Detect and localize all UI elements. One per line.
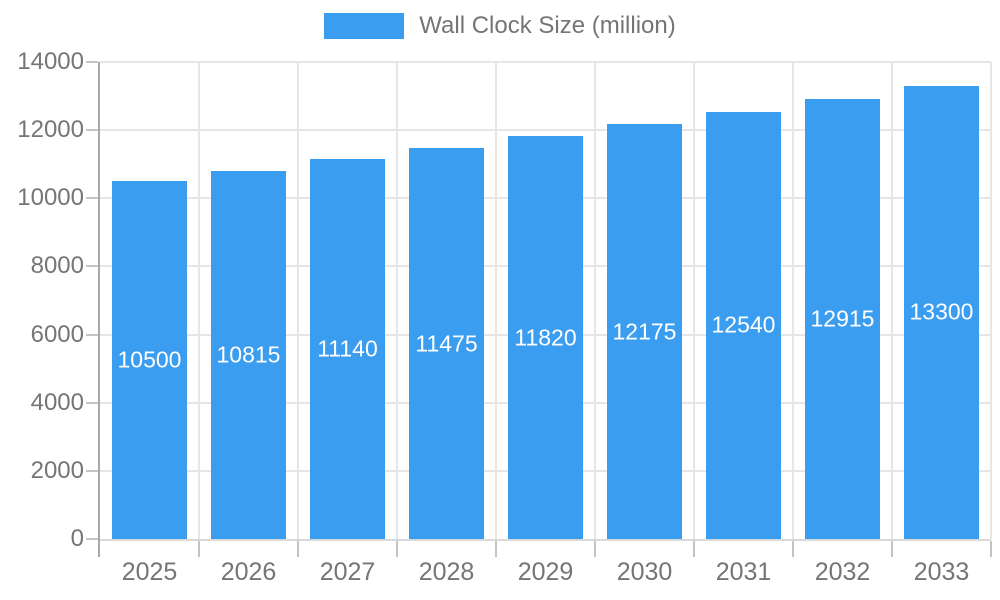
x-axis-tick	[494, 541, 497, 557]
bar-value-label: 11820	[514, 324, 577, 351]
x-axis-category-label: 2026	[220, 558, 277, 586]
gridline-vertical	[594, 62, 596, 539]
bar-slot: 12175	[595, 62, 694, 539]
x-axis-category-label: 2028	[418, 558, 475, 586]
y-axis-tick-label: 6000	[30, 320, 84, 348]
bar-value-label: 11140	[317, 335, 378, 362]
bar-value-label: 13300	[909, 298, 974, 325]
x-axis-category-label: 2030	[616, 558, 673, 586]
x-axis-category-label: 2025	[121, 558, 178, 586]
bar[interactable]: 12915	[805, 98, 880, 539]
bar-slot: 10815	[199, 62, 298, 539]
x-axis-tick	[990, 541, 992, 557]
x-axis-category-label: 2033	[913, 558, 970, 586]
x-axis-category-label: 2031	[715, 558, 772, 586]
gridline-vertical	[890, 62, 893, 539]
bar[interactable]: 10500	[112, 181, 187, 539]
bar-value-label: 10500	[117, 346, 182, 373]
bar[interactable]: 12175	[607, 124, 682, 539]
bar-slot: 11140	[298, 62, 397, 539]
y-axis-tick-label: 10000	[17, 184, 84, 212]
y-axis-tick-label: 14000	[17, 48, 84, 75]
x-axis-tick	[792, 541, 794, 557]
bar-value-label: 12540	[711, 311, 776, 338]
bar-slot: 11475	[397, 62, 496, 539]
x-axis-line	[100, 539, 991, 541]
plot-area: 0 2000 4000 6000 8000 10000 12000 14000 10500 108…	[17, 48, 992, 557]
bar-value-label: 12915	[810, 305, 875, 332]
y-axis-line	[98, 62, 100, 557]
gridline-vertical	[792, 62, 794, 539]
x-axis-category-label: 2032	[814, 558, 871, 586]
gridline-vertical	[197, 62, 200, 539]
bar[interactable]: 10815	[211, 170, 286, 539]
y-axis-tick-label: 0	[70, 525, 84, 552]
gridline-vertical	[296, 62, 299, 539]
y-axis-tick	[86, 129, 98, 132]
legend[interactable]: Wall Clock Size (million)	[0, 13, 1000, 39]
y-axis-tick	[86, 61, 98, 63]
bar-value-label: 12175	[612, 318, 677, 345]
y-axis-tick-label: 12000	[17, 116, 84, 144]
x-axis-category-label: 2027	[319, 558, 376, 586]
x-axis-tick	[296, 541, 299, 557]
y-axis-tick	[86, 469, 98, 472]
bar-slot: 11820	[496, 62, 595, 539]
bar-slot: 10500	[100, 62, 199, 539]
y-axis-tick	[86, 265, 98, 268]
x-axis-tick	[594, 541, 596, 557]
legend-label: Wall Clock Size (million)	[419, 12, 676, 39]
bar[interactable]: 11140	[310, 159, 385, 539]
gridline-horizontal	[100, 61, 991, 63]
bar[interactable]: 13300	[904, 85, 979, 539]
gridline-vertical	[494, 62, 497, 539]
y-axis-tick	[86, 401, 98, 404]
x-axis-tick	[197, 541, 200, 557]
y-axis-tick	[86, 197, 98, 200]
y-axis-tick	[86, 538, 98, 540]
x-axis-tick	[890, 541, 893, 557]
bar[interactable]: 11820	[508, 136, 583, 539]
y-axis-tick-label: 2000	[30, 456, 84, 484]
gridline-vertical	[692, 62, 695, 539]
bar-slot: 12540	[694, 62, 793, 539]
gridline-vertical	[990, 62, 992, 539]
gridline-horizontal	[100, 129, 991, 132]
bar[interactable]: 12540	[706, 111, 781, 539]
x-axis-category-label: 2029	[517, 558, 574, 586]
x-axis-labels: 2025 2026 2027 2028 2029 2030 2031 2032 2033	[100, 558, 991, 587]
x-axis-tick	[692, 541, 695, 557]
bar-slot: 12915	[793, 62, 892, 539]
bar-value-label: 11475	[415, 330, 478, 357]
y-axis-tick-label: 4000	[30, 388, 84, 416]
bar[interactable]: 11475	[409, 148, 484, 539]
y-axis-tick	[86, 333, 98, 336]
bar-value-label: 10815	[216, 341, 281, 368]
bar-slot: 13300	[892, 62, 991, 539]
y-axis-tick-label: 8000	[30, 252, 84, 280]
x-axis-tick	[395, 541, 398, 557]
legend-swatch	[324, 13, 405, 39]
gridline-vertical	[395, 62, 398, 539]
bars-layer: 10500 10815 11140 11475 11820 12175 12540 12915…	[100, 62, 991, 539]
